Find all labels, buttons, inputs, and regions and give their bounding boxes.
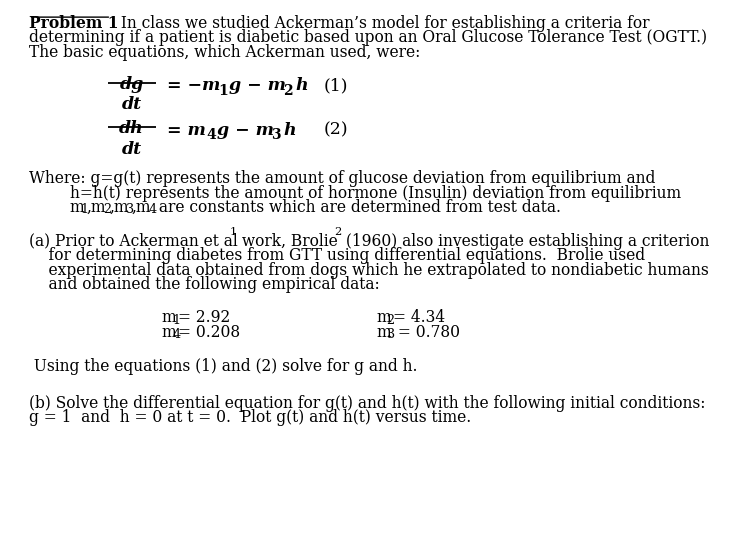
Text: 3: 3: [387, 328, 395, 341]
Text: g − m: g − m: [229, 77, 287, 94]
Text: (b) Solve the differential equation for g(t) and h(t) with the following initial: (b) Solve the differential equation for …: [29, 395, 705, 412]
Text: for determining diabetes from GTT using differential equations.  Brolie used: for determining diabetes from GTT using …: [29, 247, 644, 264]
Text: = m: = m: [167, 121, 206, 139]
Text: are constants which are determined from test data.: are constants which are determined from …: [154, 199, 561, 216]
Text: 3: 3: [126, 203, 134, 216]
Text: The basic equations, which Ackerman used, were:: The basic equations, which Ackerman used…: [29, 44, 420, 61]
Text: and obtained the following empirical data:: and obtained the following empirical dat…: [29, 276, 379, 293]
Text: = 4.34: = 4.34: [393, 309, 444, 326]
Text: Where: g=g(t) represents the amount of glucose deviation from equilibrium and: Where: g=g(t) represents the amount of g…: [29, 170, 655, 187]
Text: m: m: [70, 199, 84, 216]
Text: ,m: ,m: [132, 199, 151, 216]
Text: m: m: [162, 324, 176, 341]
Text: (1960) also investigate establishing a criterion: (1960) also investigate establishing a c…: [341, 233, 710, 250]
Text: = 0.208: = 0.208: [178, 324, 241, 341]
Text: 4: 4: [148, 203, 156, 216]
Text: 2: 2: [284, 84, 293, 98]
Text: Problem 1: Problem 1: [29, 15, 118, 32]
Text: = 0.780: = 0.780: [393, 324, 459, 341]
Text: (2): (2): [323, 121, 348, 139]
Text: 1: 1: [218, 84, 228, 98]
Text: ,m: ,m: [109, 199, 129, 216]
Text: dt: dt: [122, 96, 141, 113]
Text: . In class we studied Ackerman’s model for establishing a criteria for: . In class we studied Ackerman’s model f…: [111, 15, 650, 32]
Text: (1): (1): [323, 77, 348, 94]
Text: experimental data obtained from dogs which he extrapolated to nondiabetic humans: experimental data obtained from dogs whi…: [29, 262, 708, 279]
Text: g − m: g − m: [217, 121, 274, 139]
Text: 4: 4: [206, 128, 216, 142]
Text: dg: dg: [120, 76, 144, 93]
Text: g = 1  and  h = 0 at t = 0.  Plot g(t) and h(t) versus time.: g = 1 and h = 0 at t = 0. Plot g(t) and …: [29, 409, 471, 426]
Text: work, Brolie: work, Brolie: [237, 233, 338, 250]
Text: m: m: [376, 309, 390, 326]
Text: 1: 1: [172, 314, 180, 326]
Text: 1: 1: [230, 227, 238, 238]
Text: h: h: [284, 121, 296, 139]
Text: 2: 2: [387, 314, 395, 326]
Text: 2: 2: [335, 227, 342, 238]
Text: dt: dt: [122, 141, 141, 158]
Text: ,m: ,m: [86, 199, 106, 216]
Text: m: m: [162, 309, 176, 326]
Text: h=h(t) represents the amount of hormone (Insulin) deviation from equilibrium: h=h(t) represents the amount of hormone …: [70, 185, 681, 202]
Text: 3: 3: [271, 128, 281, 142]
Text: dh: dh: [120, 120, 144, 137]
Text: 1: 1: [80, 203, 89, 216]
Text: h: h: [296, 77, 308, 94]
Text: 4: 4: [172, 328, 180, 341]
Text: m: m: [376, 324, 390, 341]
Text: (a) Prior to Ackerman et al: (a) Prior to Ackerman et al: [29, 233, 238, 250]
Text: = 2.92: = 2.92: [178, 309, 230, 326]
Text: = −m: = −m: [167, 77, 220, 94]
Text: determining if a patient is diabetic based upon an Oral Glucose Tolerance Test (: determining if a patient is diabetic bas…: [29, 29, 707, 47]
Text: 2: 2: [103, 203, 111, 216]
Text: Using the equations (1) and (2) solve for g and h.: Using the equations (1) and (2) solve fo…: [29, 358, 417, 376]
